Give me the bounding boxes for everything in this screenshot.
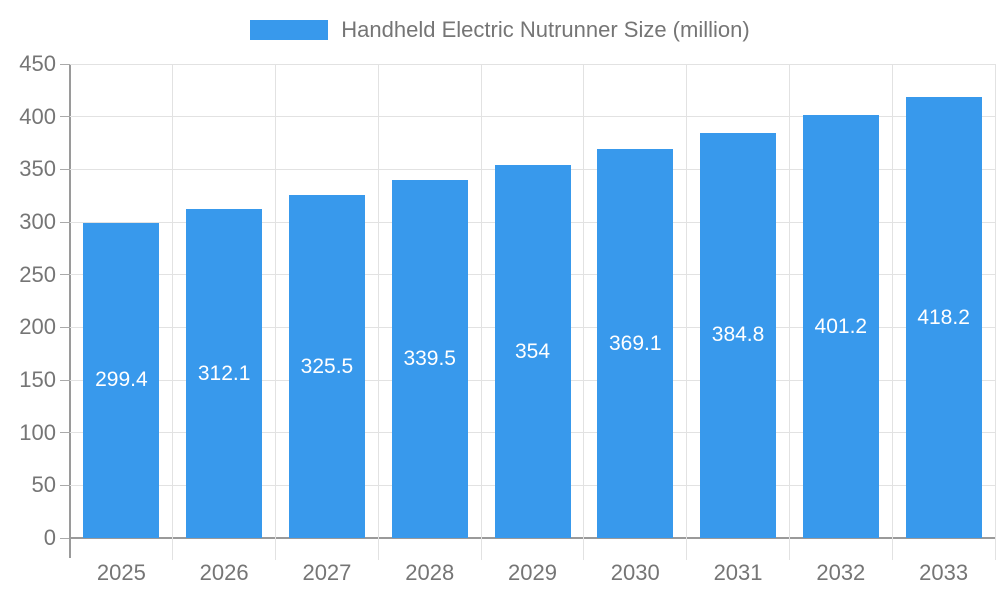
x-axis-label: 2031 bbox=[713, 560, 763, 585]
x-axis-label: 2025 bbox=[96, 560, 146, 585]
y-axis-tick bbox=[60, 116, 70, 118]
x-axis-label: 2028 bbox=[405, 560, 455, 585]
y-axis-label: 450 bbox=[19, 51, 56, 76]
bar-2033[interactable]: 418.2 bbox=[905, 97, 982, 538]
gridline-vertical bbox=[686, 64, 688, 560]
x-axis-label: 2033 bbox=[919, 560, 969, 585]
x-axis-tick-origin bbox=[69, 538, 71, 558]
gridline-vertical bbox=[377, 64, 379, 560]
bar-2026[interactable]: 312.1 bbox=[186, 209, 263, 538]
x-axis-label: 2029 bbox=[508, 560, 557, 585]
bar-value-label: 325.5 bbox=[300, 354, 354, 378]
bar-value-label: 369.1 bbox=[608, 331, 662, 355]
y-axis-label: 150 bbox=[19, 367, 56, 392]
y-axis-label: 300 bbox=[19, 209, 56, 234]
y-axis-tick bbox=[60, 432, 70, 434]
bar-value-label: 299.4 bbox=[95, 368, 148, 392]
bar-2032[interactable]: 401.2 bbox=[802, 115, 879, 538]
y-axis-tick bbox=[60, 221, 70, 223]
bar-2031[interactable]: 384.8 bbox=[700, 132, 777, 538]
y-axis-tick bbox=[60, 326, 70, 328]
gridline-horizontal bbox=[70, 63, 995, 65]
gridline-vertical bbox=[583, 64, 585, 560]
bar-value-label: 339.5 bbox=[403, 347, 456, 371]
bar-2030[interactable]: 369.1 bbox=[597, 149, 674, 538]
y-axis-label: 200 bbox=[19, 314, 56, 340]
bar-2025[interactable]: 299.4 bbox=[83, 222, 160, 538]
bar-value-label: 354 bbox=[514, 339, 551, 363]
y-axis-label: 350 bbox=[19, 156, 56, 182]
x-axis-label: 2027 bbox=[302, 560, 352, 585]
y-axis-tick bbox=[60, 274, 70, 276]
y-axis-tick bbox=[60, 484, 70, 486]
gridline-vertical bbox=[275, 64, 277, 560]
gridline-horizontal bbox=[70, 116, 995, 118]
bar-value-label: 401.2 bbox=[814, 314, 868, 338]
bar-2029[interactable]: 354 bbox=[494, 165, 571, 538]
x-axis-line bbox=[70, 537, 995, 539]
x-axis-label: 2032 bbox=[816, 560, 866, 585]
bar-2027[interactable]: 325.5 bbox=[288, 195, 365, 538]
x-axis-label: 2030 bbox=[610, 560, 660, 585]
y-axis-label: 400 bbox=[19, 103, 56, 129]
bar-value-label: 418.2 bbox=[917, 305, 970, 329]
gridline-vertical bbox=[480, 64, 482, 560]
chart-legend[interactable]: Handheld Electric Nutrunner Size (millio… bbox=[0, 16, 1000, 44]
y-axis-tick bbox=[60, 63, 70, 65]
y-axis-line bbox=[69, 64, 71, 558]
bar-value-label: 384.8 bbox=[711, 323, 765, 347]
y-axis-label: 0 bbox=[43, 525, 56, 550]
y-axis-tick bbox=[60, 379, 70, 381]
plot-area: 0 50 100 150 200 250 300 350 400 450 299.4 312.1 325… bbox=[19, 51, 996, 585]
bar-value-label: 312.1 bbox=[197, 361, 251, 385]
y-axis-label: 100 bbox=[19, 419, 56, 445]
legend-swatch bbox=[250, 20, 329, 40]
gridline-vertical bbox=[891, 64, 893, 560]
x-axis-label: 2026 bbox=[199, 560, 249, 585]
bar-2028[interactable]: 339.5 bbox=[391, 180, 468, 538]
y-axis-tick bbox=[60, 537, 70, 539]
gridline-vertical bbox=[994, 64, 996, 560]
y-axis-tick bbox=[60, 168, 70, 170]
y-axis-label: 250 bbox=[19, 261, 56, 287]
gridline-vertical bbox=[788, 64, 790, 560]
gridline-vertical bbox=[172, 64, 174, 560]
y-axis-label: 50 bbox=[31, 472, 56, 498]
legend-label: Handheld Electric Nutrunner Size (millio… bbox=[341, 17, 750, 42]
